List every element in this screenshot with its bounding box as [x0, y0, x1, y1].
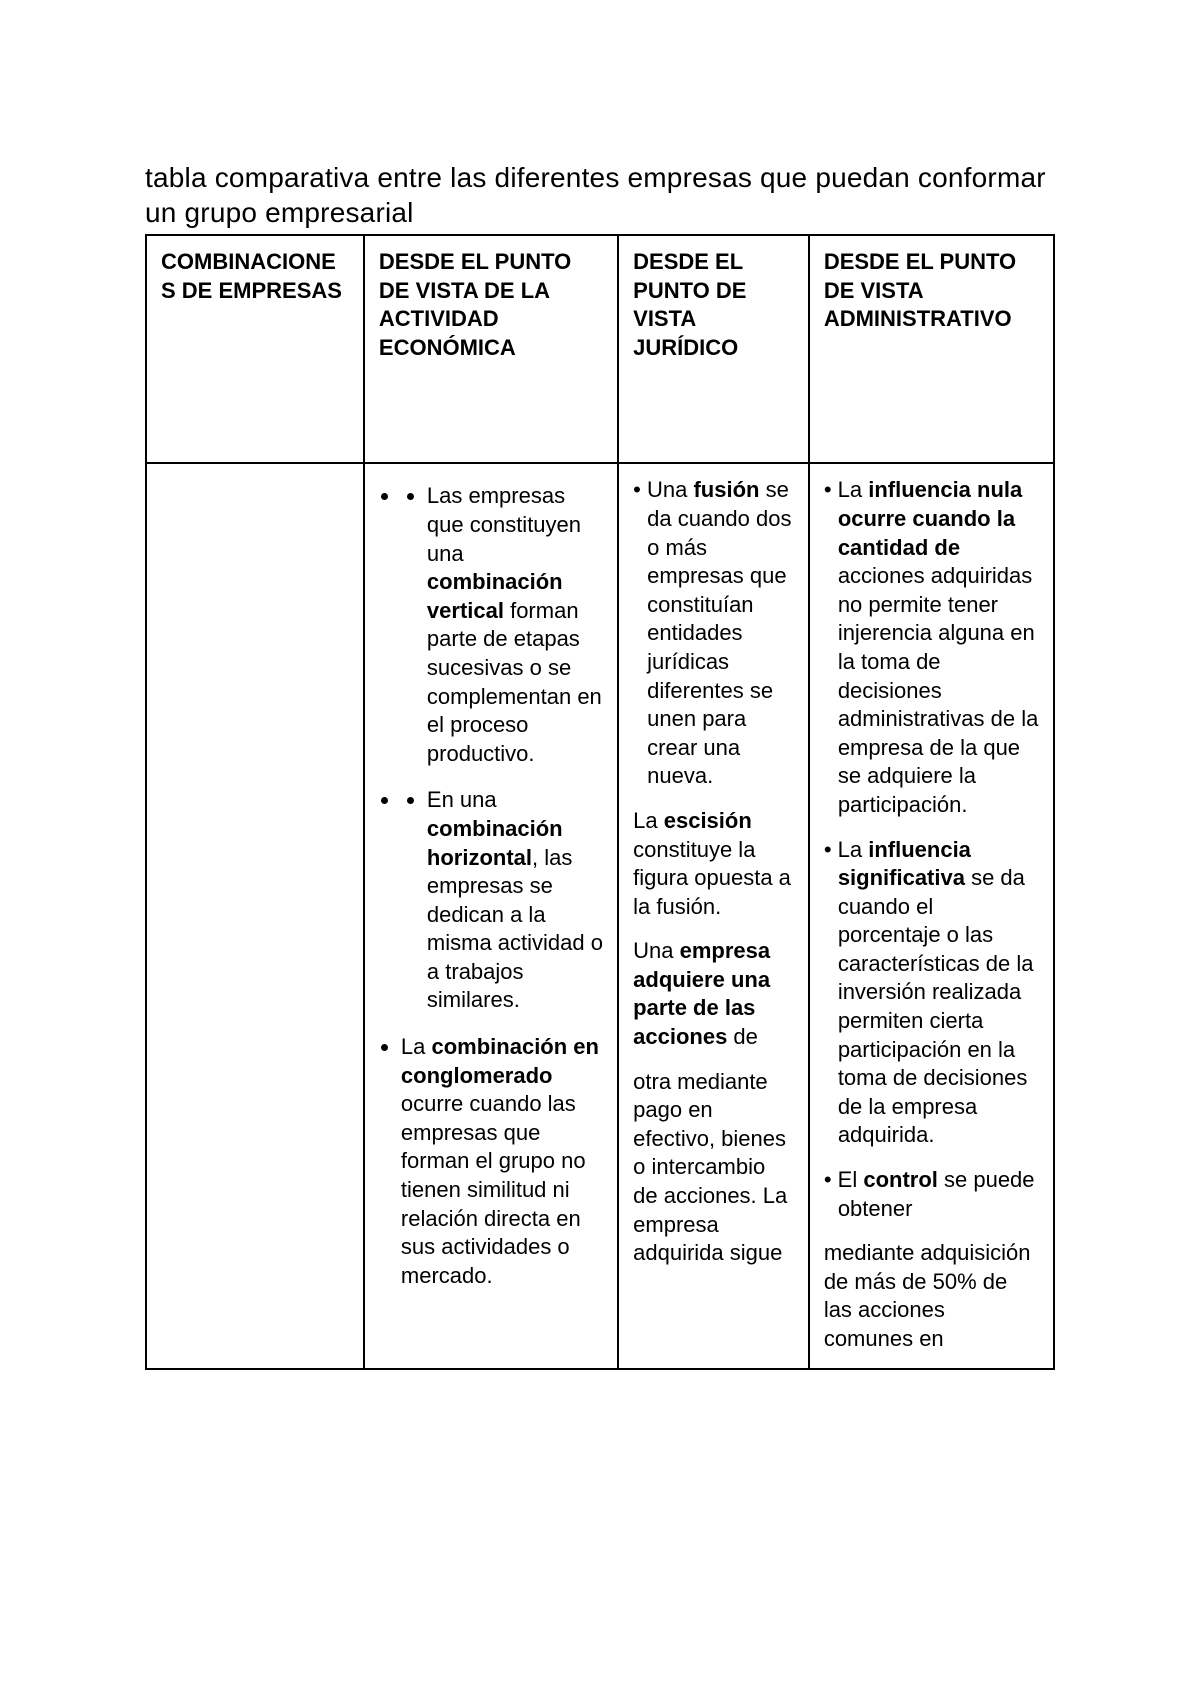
text: Las empresas que constituyen una — [427, 483, 581, 565]
cell-admin: La influencia nula ocurre cuando la cant… — [809, 463, 1054, 1368]
bullet-paragraph: La influencia significativa se da cuando… — [824, 836, 1039, 1151]
text: Una — [633, 938, 679, 963]
header-economic: DESDE EL PUNTO DE VISTA DE LA ACTIVIDAD … — [364, 235, 618, 463]
bold-text: combinación en conglomerado — [401, 1034, 599, 1088]
text: La — [838, 837, 869, 862]
text: En una — [427, 787, 497, 812]
text: acciones adquiridas no permite tener inj… — [838, 563, 1039, 817]
cell-legal: Una fusión se da cuando dos o más empres… — [618, 463, 809, 1368]
text: La — [401, 1034, 432, 1059]
text: se da cuando el porcentaje o las caracte… — [838, 865, 1034, 1147]
text: ocurre cuando las empresas que forman el… — [401, 1091, 586, 1288]
header-admin: DESDE EL PUNTO DE VISTA ADMINISTRATIVO — [809, 235, 1054, 463]
text: La — [838, 477, 869, 502]
header-legal: DESDE EL PUNTO DE VISTA JURÍDICO — [618, 235, 809, 463]
bold-text: control — [863, 1167, 938, 1192]
bold-text: fusión — [693, 477, 759, 502]
table-row: Las empresas que constituyen una combina… — [146, 463, 1054, 1368]
bullet-paragraph: El control se puede obtener — [824, 1166, 1039, 1223]
text: Una — [647, 477, 693, 502]
text: de — [727, 1024, 758, 1049]
bold-text: escisión — [664, 808, 752, 833]
text: constituye la figura opuesta a la fusión… — [633, 837, 791, 919]
list-item: En una combinación horizontal, las empre… — [427, 786, 603, 1015]
list-item: La combinación en conglomerado ocurre cu… — [401, 1033, 603, 1290]
cell-economic: Las empresas que constituyen una combina… — [364, 463, 618, 1368]
table-header-row: COMBINACIONES DE EMPRESAS DESDE EL PUNTO… — [146, 235, 1054, 463]
bullet-paragraph: Una fusión se da cuando dos o más empres… — [633, 476, 794, 791]
paragraph: La escisión constituye la figura opuesta… — [633, 807, 794, 921]
comparison-table: COMBINACIONES DE EMPRESAS DESDE EL PUNTO… — [145, 234, 1055, 1370]
text: se da cuando dos o más empresas que cons… — [647, 477, 791, 788]
paragraph: otra mediante pago en efectivo, bienes o… — [633, 1068, 794, 1268]
paragraph: mediante adquisición de más de 50% de la… — [824, 1239, 1039, 1353]
page-title: tabla comparativa entre las diferentes e… — [145, 160, 1055, 230]
bullet-paragraph: La influencia nula ocurre cuando la cant… — [824, 476, 1039, 819]
text: La — [633, 808, 664, 833]
text: El — [838, 1167, 864, 1192]
paragraph: Una empresa adquiere una parte de las ac… — [633, 937, 794, 1051]
cell-combinations — [146, 463, 364, 1368]
header-combinations: COMBINACIONES DE EMPRESAS — [146, 235, 364, 463]
list-item: Las empresas que constituyen una combina… — [427, 482, 603, 768]
